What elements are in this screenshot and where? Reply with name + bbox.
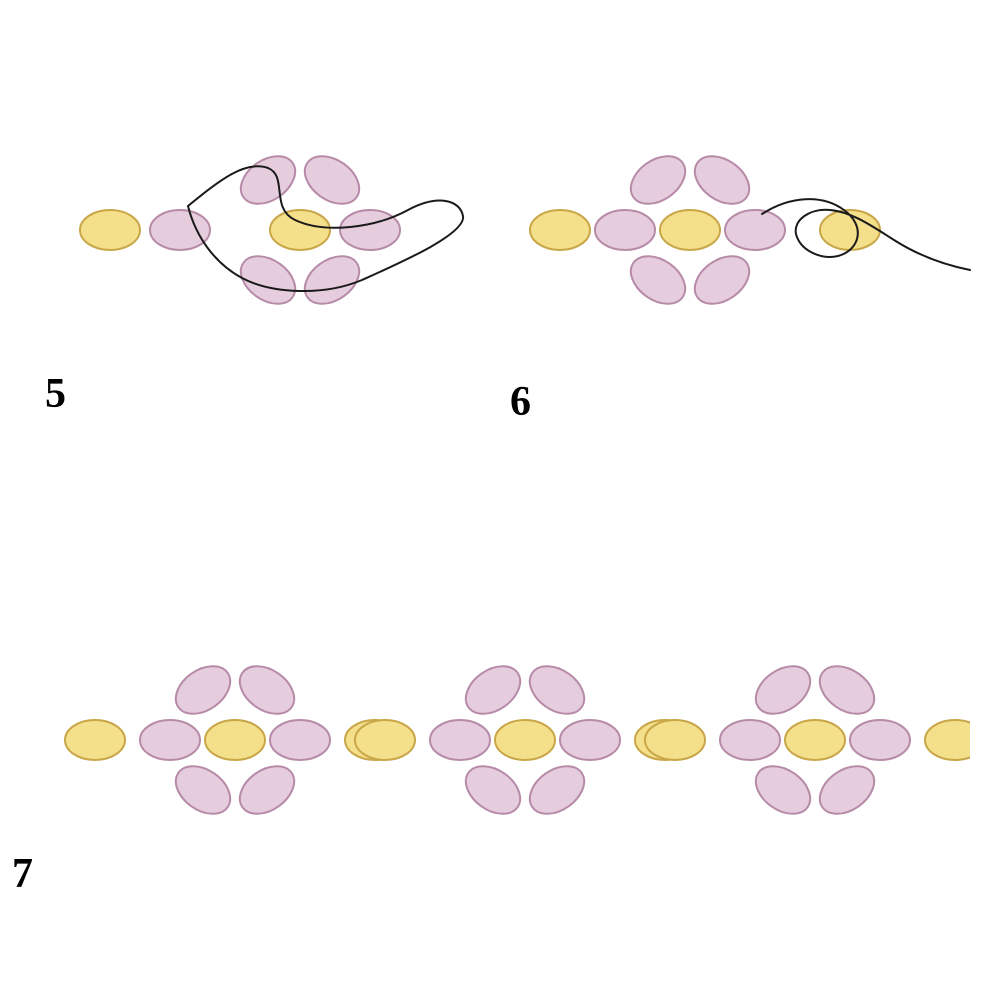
yellow-bead: [785, 720, 845, 760]
pink-bead: [686, 246, 758, 313]
pink-bead: [521, 756, 593, 823]
pink-bead: [686, 146, 758, 213]
pink-bead: [747, 756, 819, 823]
pink-bead: [595, 210, 655, 250]
pink-bead: [811, 756, 883, 823]
pink-bead: [457, 656, 529, 723]
pink-bead: [150, 210, 210, 250]
pink-bead: [747, 656, 819, 723]
pink-bead: [296, 246, 368, 313]
pink-bead: [167, 656, 239, 723]
yellow-bead: [925, 720, 970, 760]
yellow-bead: [80, 210, 140, 250]
pink-bead: [232, 146, 304, 213]
step-7-diagram: [30, 620, 970, 860]
pink-bead: [811, 656, 883, 723]
pink-bead: [457, 756, 529, 823]
pink-bead: [232, 246, 304, 313]
pink-bead: [140, 720, 200, 760]
pink-bead: [725, 210, 785, 250]
yellow-bead: [645, 720, 705, 760]
yellow-bead: [660, 210, 720, 250]
pink-bead: [270, 720, 330, 760]
pink-bead: [622, 146, 694, 213]
pink-bead: [231, 656, 303, 723]
pink-bead: [167, 756, 239, 823]
yellow-bead: [355, 720, 415, 760]
step-5-label: 5: [45, 370, 66, 418]
pink-bead: [340, 210, 400, 250]
yellow-bead: [495, 720, 555, 760]
yellow-bead: [205, 720, 265, 760]
step-6-diagram: [500, 110, 980, 350]
step-5-diagram: [40, 110, 470, 350]
pink-bead: [231, 756, 303, 823]
pink-bead: [296, 146, 368, 213]
pink-bead: [560, 720, 620, 760]
pink-bead: [521, 656, 593, 723]
pink-bead: [622, 246, 694, 313]
yellow-bead: [530, 210, 590, 250]
pink-bead: [850, 720, 910, 760]
yellow-bead: [270, 210, 330, 250]
step-6-label: 6: [510, 378, 531, 426]
yellow-bead: [65, 720, 125, 760]
step-7-label: 7: [12, 850, 33, 898]
pink-bead: [720, 720, 780, 760]
pink-bead: [430, 720, 490, 760]
